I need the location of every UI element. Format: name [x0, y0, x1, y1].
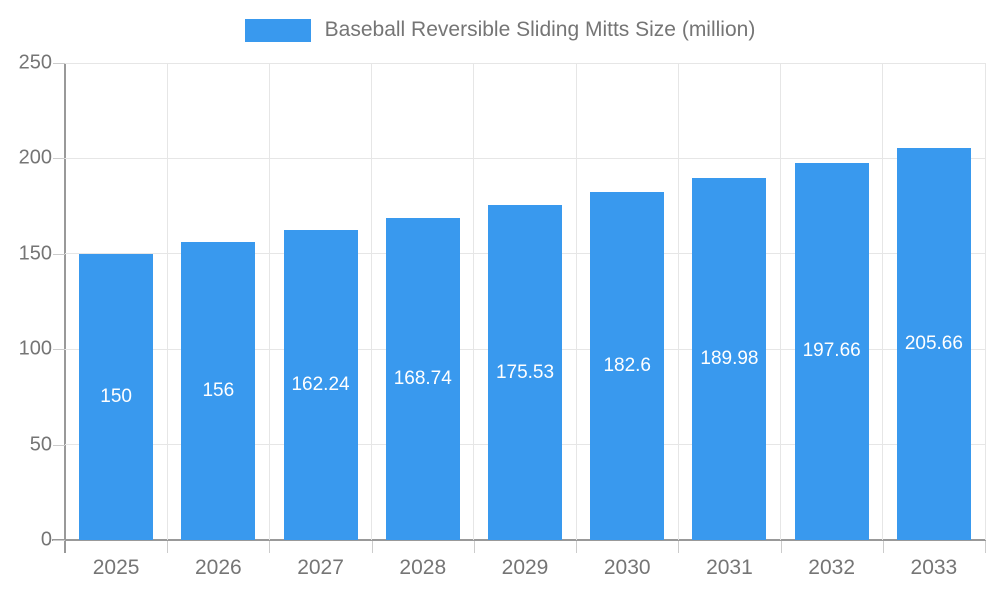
gridline-vertical — [371, 63, 373, 540]
bar-2029 — [488, 205, 562, 540]
x-tick-label: 2027 — [297, 556, 344, 579]
y-axis-tick — [53, 253, 65, 255]
x-axis-tick — [576, 541, 578, 553]
gridline-vertical — [166, 63, 168, 540]
gridline-vertical — [780, 63, 782, 540]
bar-2028 — [385, 218, 460, 540]
bar-value-label: 162.24 — [291, 374, 350, 396]
bar-2025 — [79, 253, 154, 540]
x-tick-label: 2029 — [501, 556, 549, 579]
y-tick-label: 100 — [18, 337, 52, 360]
gridline-vertical — [984, 63, 986, 540]
y-axis-line — [64, 63, 66, 553]
gridline-vertical — [882, 63, 884, 540]
gridline-vertical — [473, 63, 475, 540]
x-axis-tick — [882, 541, 884, 553]
x-tick-label: 2032 — [808, 556, 856, 579]
bar-value-label: 156 — [202, 380, 235, 402]
x-tick-label: 2026 — [194, 556, 242, 579]
y-tick-label: 200 — [18, 146, 52, 169]
x-axis-tick — [780, 541, 782, 553]
y-tick-label: 50 — [29, 433, 52, 456]
bar-2026 — [181, 242, 256, 540]
x-tick-label: 2033 — [910, 556, 958, 579]
bar-value-label: 197.66 — [802, 340, 861, 362]
legend-series-label: Baseball Reversible Sliding Mitts Size (… — [324, 18, 756, 41]
gridline-vertical — [268, 63, 270, 540]
bar-value-label: 168.74 — [393, 368, 452, 390]
x-tick-label: 2031 — [706, 556, 753, 579]
bar-value-label: 189.98 — [700, 347, 759, 369]
x-axis-tick — [65, 541, 66, 553]
bar-2027 — [283, 230, 358, 540]
bar-2030 — [590, 191, 665, 540]
legend-swatch-icon — [244, 18, 311, 42]
plot-area — [65, 62, 986, 540]
y-tick-label: 250 — [18, 51, 52, 74]
x-axis-tick — [678, 541, 680, 553]
y-axis-tick — [53, 158, 65, 160]
bar-2031 — [692, 177, 767, 540]
y-axis-tick — [53, 63, 65, 64]
y-tick-label: 150 — [18, 242, 52, 265]
y-axis-tick — [53, 444, 65, 446]
x-axis-tick — [371, 541, 373, 553]
gridline-vertical — [677, 63, 679, 540]
y-tick-label: 0 — [40, 528, 52, 551]
x-tick-label: 2025 — [92, 556, 140, 579]
x-tick-label: 2028 — [399, 556, 447, 579]
bar-2033 — [896, 147, 971, 540]
bar-value-label: 175.53 — [495, 361, 555, 383]
gridline-vertical — [575, 63, 577, 540]
gridline-horizontal — [65, 157, 985, 159]
bar-value-label: 205.66 — [904, 332, 963, 354]
x-axis-line — [52, 539, 986, 541]
bar-value-label: 182.6 — [603, 354, 651, 376]
x-axis-tick — [269, 541, 271, 553]
x-tick-label: 2030 — [603, 556, 651, 579]
gridline-horizontal — [65, 62, 985, 64]
y-axis-tick — [53, 540, 65, 541]
x-axis-tick — [473, 541, 475, 553]
legend: Baseball Reversible Sliding Mitts Size (… — [0, 18, 1000, 42]
bar-2032 — [794, 162, 869, 540]
x-axis-tick — [985, 541, 986, 553]
x-axis-tick — [167, 541, 169, 553]
bar-value-label: 150 — [100, 385, 132, 407]
y-axis-tick — [53, 349, 65, 351]
